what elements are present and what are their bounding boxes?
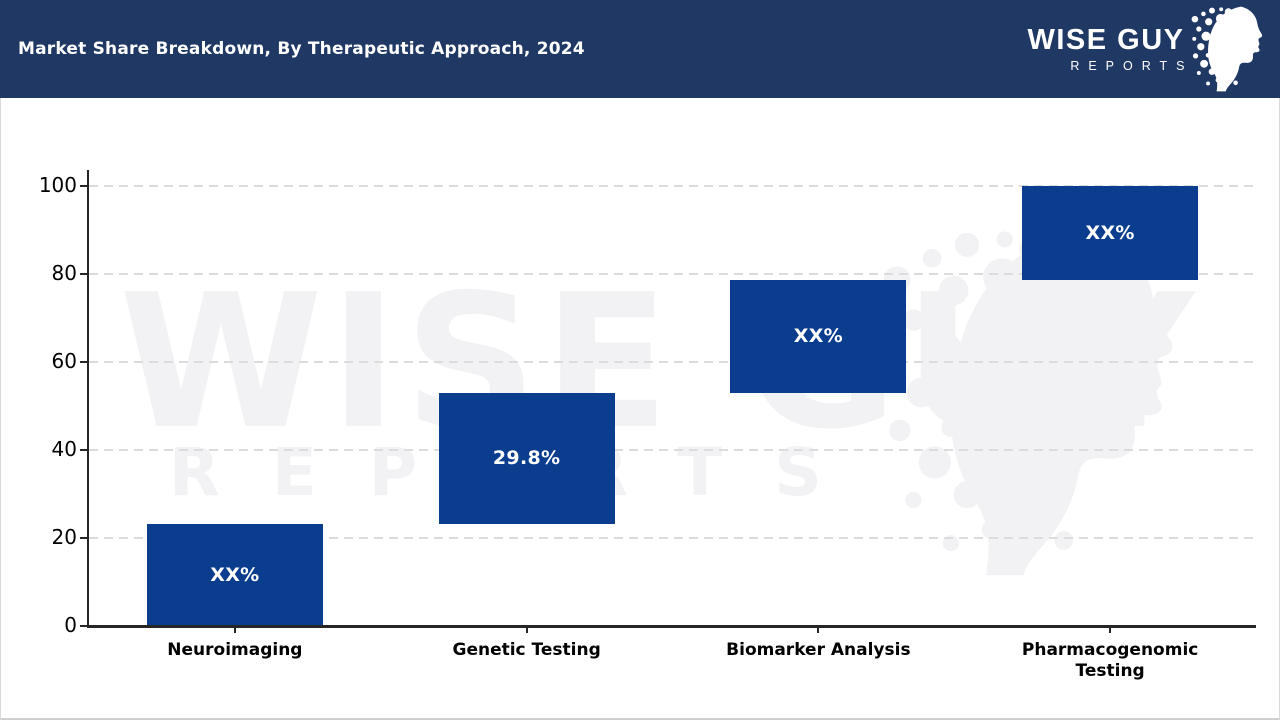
gridline [89, 273, 1256, 275]
gridline [89, 361, 1256, 363]
bar-value-label: XX% [210, 563, 260, 586]
y-axis-tick-label: 60 [51, 349, 77, 373]
gridline [89, 449, 1256, 451]
y-axis-tick [80, 449, 88, 451]
chart-canvas: WISE GUY REPORTS 020406080100XX%Neuroima… [0, 98, 1280, 720]
wise-guy-logo: WISE GUY REPORTS [1028, 6, 1265, 92]
bar-segment: XX% [146, 523, 323, 626]
gridline [89, 537, 1256, 539]
bar-segment: XX% [730, 280, 907, 393]
x-axis-tick [525, 626, 528, 633]
x-axis-tick [817, 626, 820, 633]
x-category-label: Biomarker Analysis [726, 640, 911, 660]
wise-guy-face-icon [1191, 6, 1262, 92]
bar-value-label: XX% [1085, 222, 1135, 245]
header-bar: Market Share Breakdown, By Therapeutic A… [0, 0, 1280, 98]
bar-segment: 29.8% [438, 392, 615, 524]
bar-segment: XX% [1022, 186, 1199, 281]
y-axis-tick [80, 625, 88, 627]
y-axis-tick-label: 0 [64, 613, 77, 637]
y-axis-tick-label: 20 [51, 525, 77, 549]
gridline [89, 185, 1256, 187]
x-category-label: Neuroimaging [167, 640, 303, 660]
y-axis-tick-label: 100 [38, 173, 77, 197]
y-axis-tick [80, 273, 88, 275]
chart-title: Market Share Breakdown, By Therapeutic A… [18, 39, 585, 59]
x-category-label: Pharmacogenomic Testing [1021, 640, 1199, 681]
y-axis-tick-label: 80 [51, 261, 77, 285]
x-axis-tick [233, 626, 236, 633]
y-axis-line [87, 170, 89, 628]
x-category-label: Genetic Testing [452, 640, 601, 660]
logo-name-text: WISE GUY [1027, 23, 1185, 56]
y-axis-tick [80, 185, 88, 187]
logo-subtitle-text: REPORTS [1070, 58, 1194, 73]
y-axis-tick [80, 361, 88, 363]
bar-value-label: 29.8% [492, 447, 561, 470]
x-axis-line [87, 625, 1256, 628]
x-axis-tick [1109, 626, 1112, 633]
bar-value-label: XX% [793, 325, 843, 348]
y-axis-tick-label: 40 [51, 437, 77, 461]
y-axis-tick [80, 537, 88, 539]
